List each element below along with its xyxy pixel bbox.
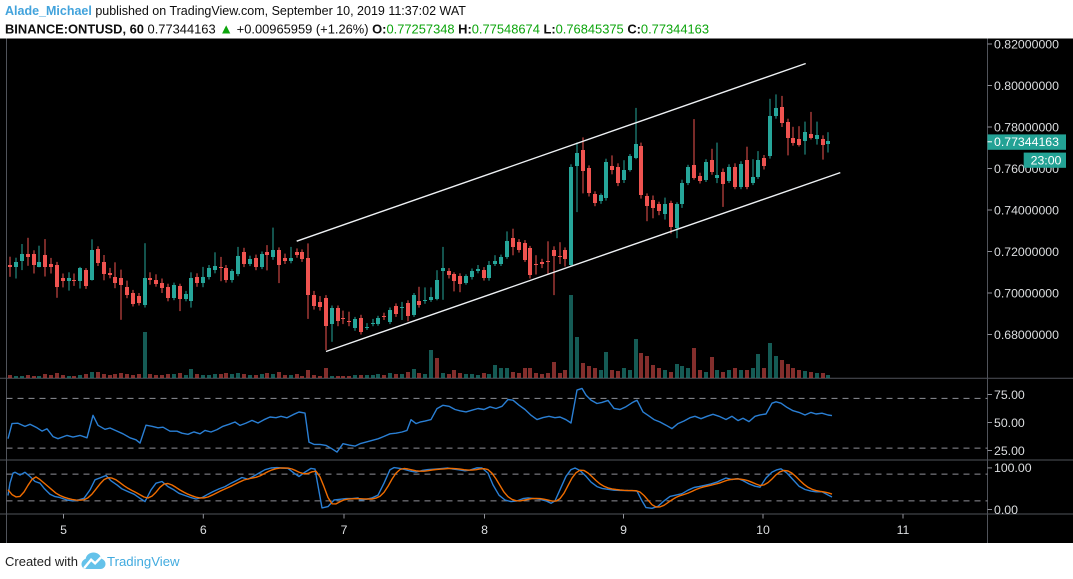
svg-text:BINANCE:ONTUSD, 60 0.77344163: BINANCE:ONTUSD, 60 0.77344163 ▲ +0.00965…: [5, 21, 709, 37]
svg-text:7: 7: [341, 523, 348, 537]
svg-text:TradingView: TradingView: [107, 554, 180, 569]
svg-text:9: 9: [620, 523, 627, 537]
svg-text:75.00: 75.00: [994, 388, 1025, 402]
svg-text:23:00: 23:00: [1031, 153, 1062, 167]
svg-text:Alade_Michael published on Tra: Alade_Michael published on TradingView.c…: [5, 4, 466, 18]
svg-text:Created with: Created with: [5, 554, 78, 569]
svg-text:0.74000000: 0.74000000: [994, 203, 1059, 217]
svg-text:0.72000000: 0.72000000: [994, 245, 1059, 259]
svg-text:0.77344163: 0.77344163: [994, 135, 1059, 149]
svg-text:50.00: 50.00: [994, 416, 1025, 430]
svg-text:6: 6: [200, 523, 207, 537]
svg-text:11: 11: [897, 523, 910, 537]
svg-text:0.68000000: 0.68000000: [994, 328, 1059, 342]
svg-text:8: 8: [481, 523, 488, 537]
svg-text:0.00: 0.00: [994, 503, 1018, 517]
svg-text:25.00: 25.00: [994, 444, 1025, 458]
svg-text:0.78000000: 0.78000000: [994, 120, 1059, 134]
svg-text:0.70000000: 0.70000000: [994, 286, 1059, 300]
svg-text:10: 10: [756, 523, 770, 537]
svg-text:0.80000000: 0.80000000: [994, 79, 1059, 93]
svg-text:5: 5: [60, 523, 67, 537]
svg-text:0.82000000: 0.82000000: [994, 37, 1059, 51]
svg-text:100.00: 100.00: [994, 461, 1032, 475]
